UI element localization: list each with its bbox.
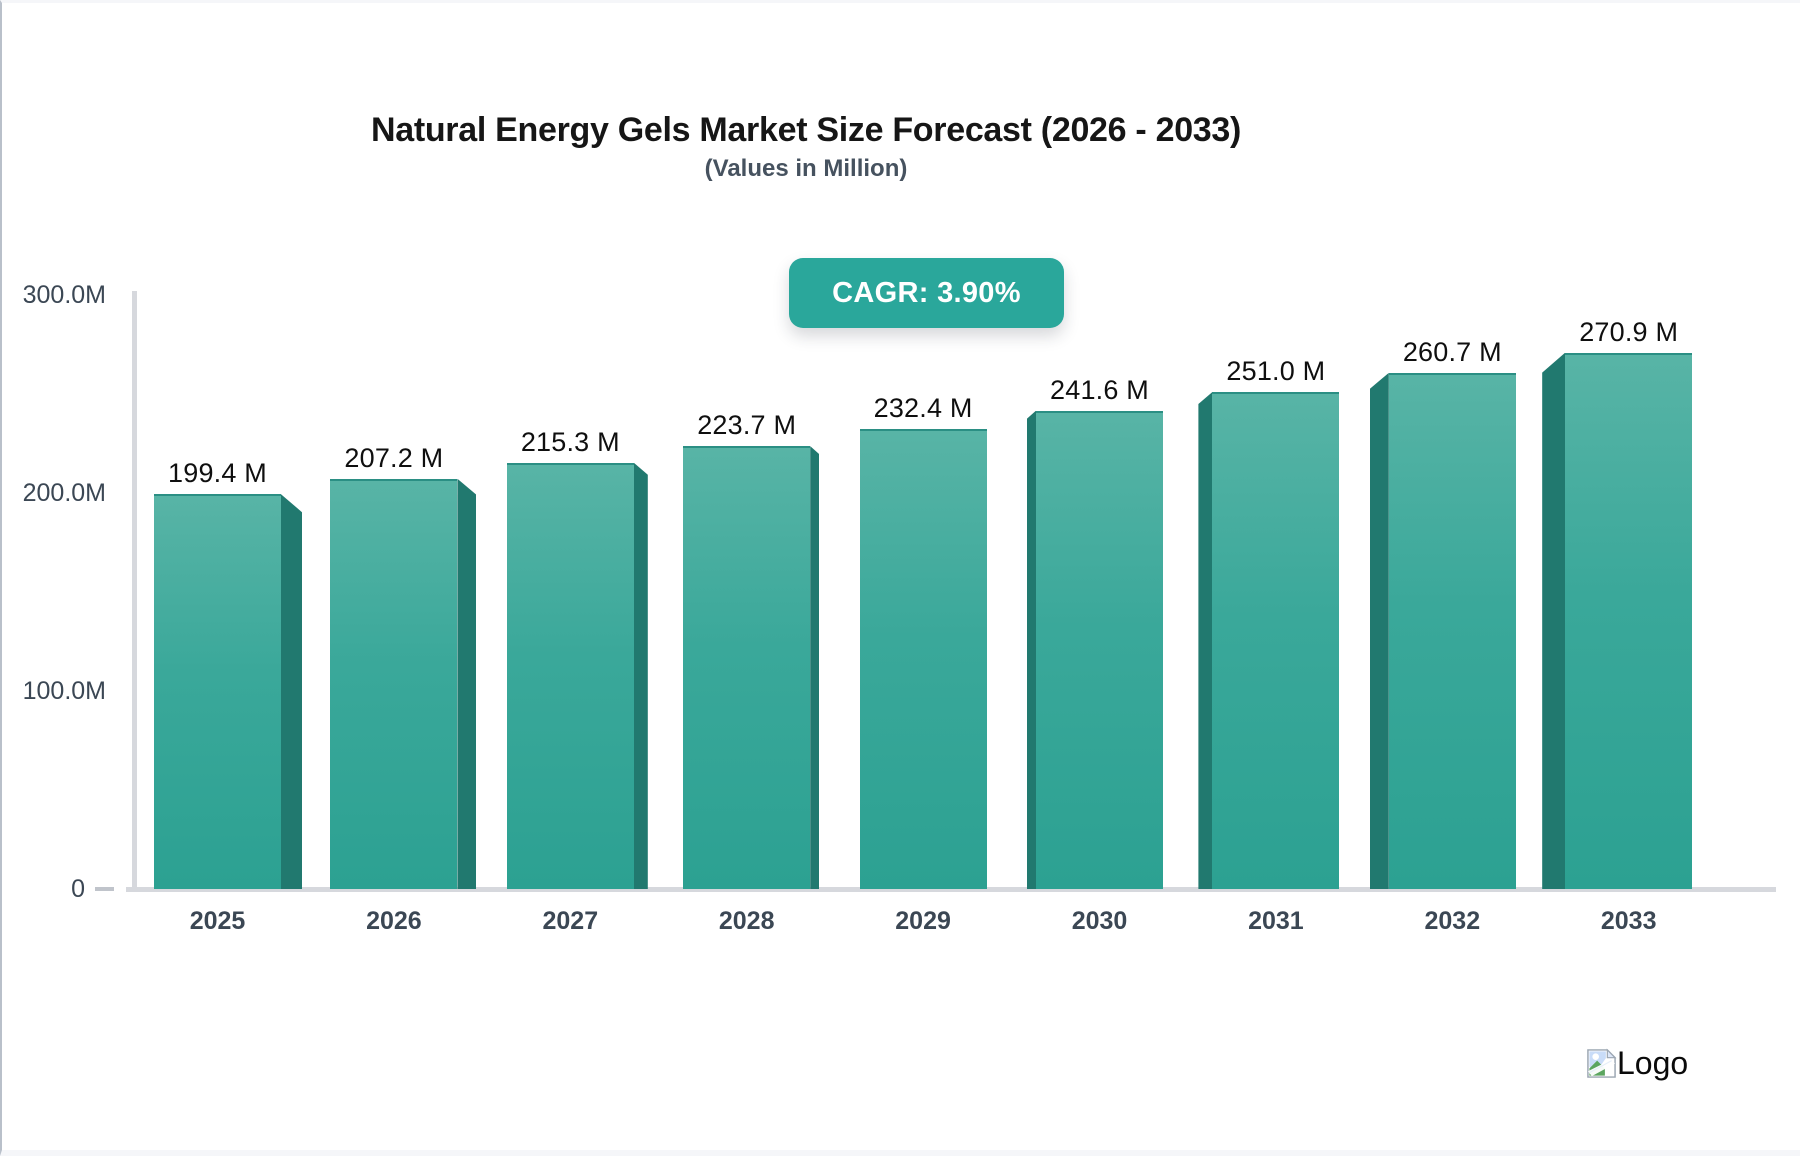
bar-3d-side [457, 478, 477, 889]
bar-value-label: 223.7 M [697, 410, 797, 441]
x-axis-tick-label: 2029 [895, 907, 951, 935]
bar [859, 428, 987, 889]
y-axis-tick-mark [95, 887, 114, 891]
y-axis-tick-label: 200.0M [22, 479, 106, 507]
bar-value-label: 232.4 M [873, 392, 973, 423]
x-axis-tick-label: 2031 [1248, 907, 1304, 935]
chart-subtitle: (Values in Million) [704, 155, 908, 182]
bar [683, 446, 811, 889]
bar-value-label: 270.9 M [1579, 316, 1679, 347]
bar [506, 462, 634, 889]
bar-value-label: 241.6 M [1050, 374, 1149, 405]
y-axis-tick-label: 100.0M [22, 677, 106, 705]
x-axis-tick-label: 2030 [1071, 907, 1128, 935]
bar-3d-side [1027, 410, 1036, 889]
logo: Logo [1586, 1043, 1688, 1083]
bar-3d-side [1198, 392, 1213, 889]
x-axis-tick-label: 2026 [366, 907, 422, 935]
x-axis-line [126, 887, 1776, 892]
bar [1212, 392, 1340, 889]
x-axis-tick-label: 2027 [542, 907, 599, 935]
x-axis-tick-label: 2033 [1600, 907, 1657, 935]
bar [330, 478, 458, 889]
bar-3d-side [1542, 352, 1566, 889]
bar-value-label: 260.7 M [1402, 336, 1502, 367]
bar-3d-side [633, 462, 648, 889]
bar-value-label: 251.0 M [1226, 356, 1326, 387]
bar [1388, 372, 1516, 889]
bar [154, 494, 281, 889]
chart-title: Natural Energy Gels Market Size Forecast… [370, 111, 1242, 149]
bar-3d-side [281, 494, 302, 889]
logo-text: Logo [1617, 1045, 1689, 1081]
x-axis-tick-label: 2025 [189, 907, 246, 935]
x-axis-tick-label: 2032 [1424, 907, 1481, 935]
bar-3d-side [1369, 372, 1389, 889]
y-axis-tick-label: 0 [71, 875, 85, 903]
bar [1036, 410, 1163, 889]
cagr-badge: CAGR: 3.90% [789, 258, 1064, 328]
bar-3d-side [810, 446, 820, 889]
bar-value-label: 215.3 M [520, 426, 620, 457]
x-axis-tick-label: 2028 [718, 907, 775, 935]
bar-value-label: 207.2 M [344, 442, 444, 473]
bar-value-label: 199.4 M [168, 458, 267, 489]
y-axis-line [132, 291, 137, 889]
bar [1565, 352, 1693, 889]
broken-image-icon [1587, 1048, 1617, 1078]
y-axis-tick-label: 300.0M [22, 281, 106, 309]
cagr-badge-label: CAGR: 3.90% [832, 276, 1021, 309]
